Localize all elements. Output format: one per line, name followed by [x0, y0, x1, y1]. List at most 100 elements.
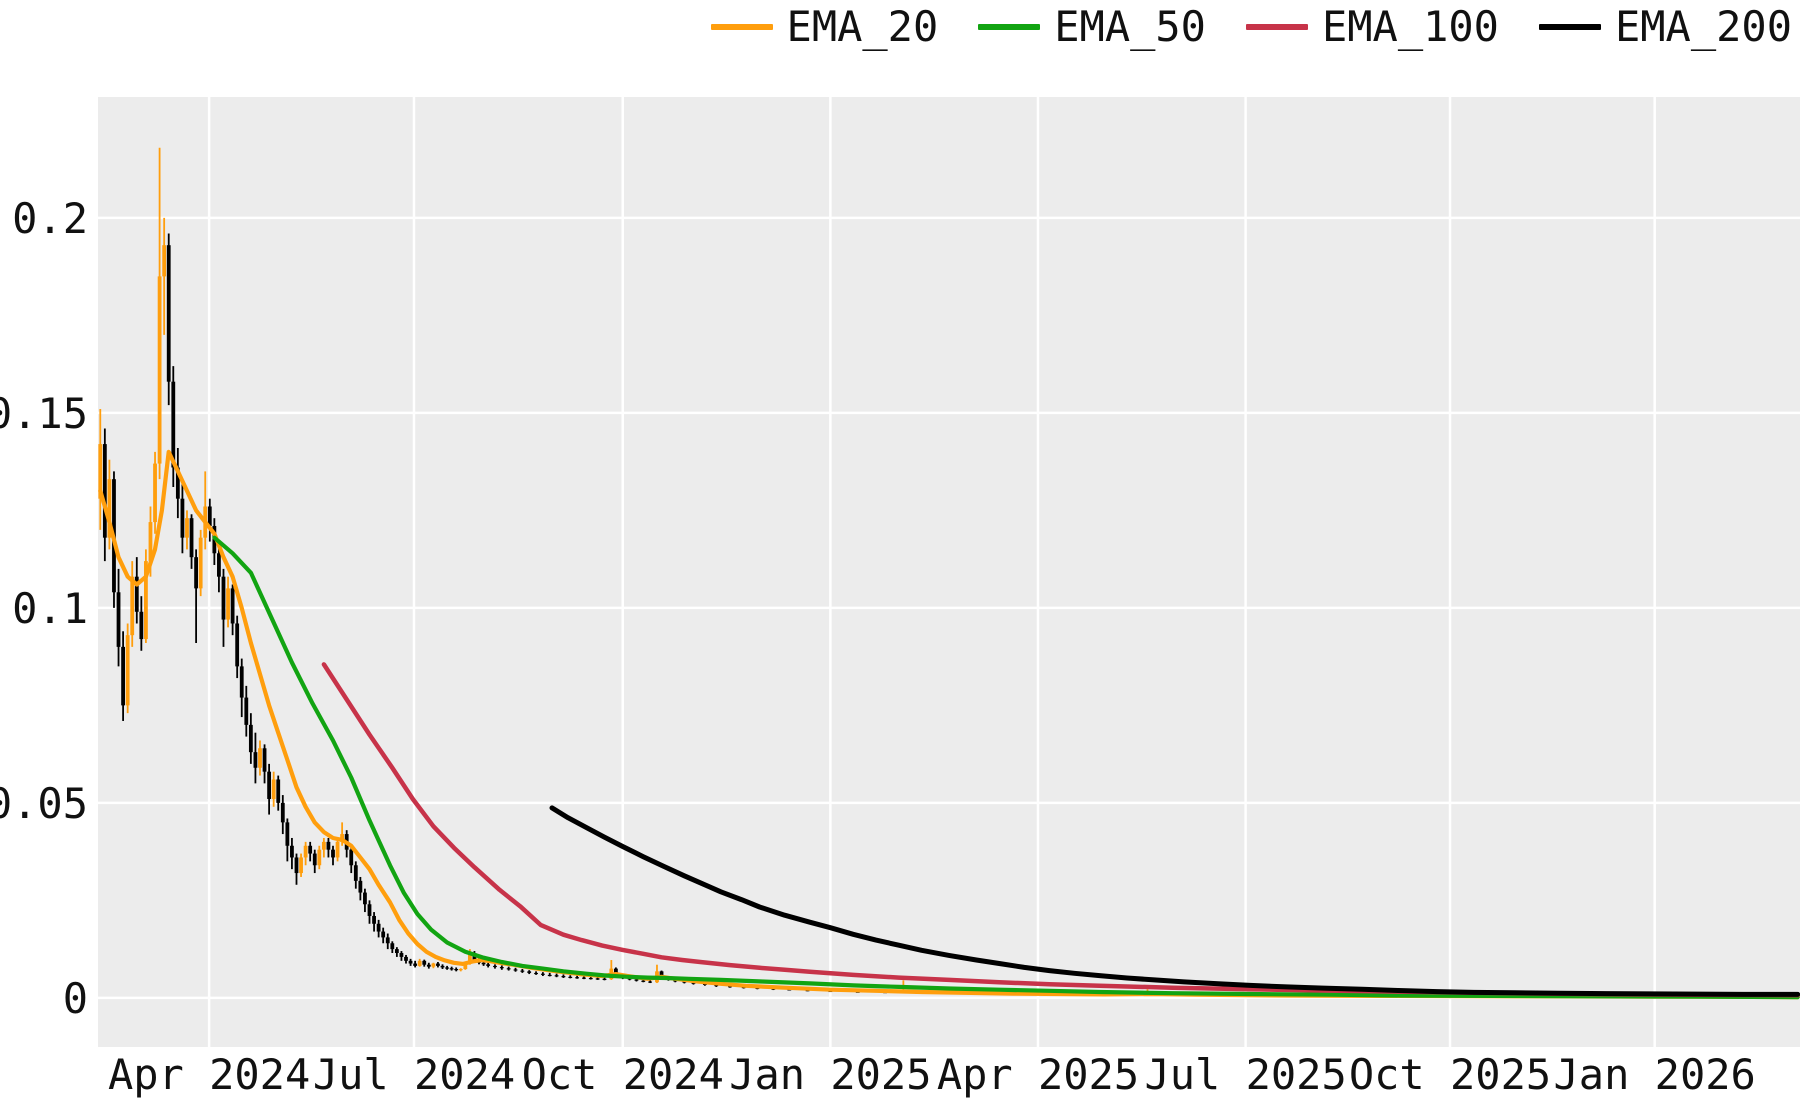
- candle-down: [390, 943, 395, 950]
- candle-down: [422, 960, 427, 965]
- candle-down: [372, 915, 376, 924]
- candle-down: [454, 969, 459, 971]
- candle-up: [98, 444, 103, 499]
- candle-down: [230, 588, 235, 624]
- candle-down: [481, 962, 486, 965]
- y-axis-tick-label: 0: [63, 974, 88, 1023]
- candle-down: [445, 967, 449, 969]
- candle-down: [634, 979, 639, 981]
- candle-down: [171, 381, 176, 468]
- candle-down: [426, 964, 431, 967]
- candle-up: [431, 963, 436, 967]
- candle-up: [107, 479, 112, 538]
- y-axis-tick-label: 0.2: [12, 194, 88, 243]
- candle-up: [130, 576, 135, 636]
- candle-down: [436, 963, 440, 966]
- y-axis-tick-label: 0.1: [12, 584, 88, 633]
- legend-item-ema50: EMA_50: [978, 6, 1206, 48]
- series-line-ema_100: [321, 662, 1800, 998]
- candle-down: [399, 953, 404, 957]
- ema100-line-swatch: [1245, 24, 1308, 30]
- candle-down: [134, 576, 139, 612]
- candle-down: [166, 245, 171, 382]
- candle-down: [239, 666, 244, 698]
- candle-down: [381, 931, 386, 938]
- candle-down: [394, 949, 399, 954]
- candle-down: [493, 965, 497, 968]
- candle-down: [595, 978, 600, 980]
- candle-down: [413, 963, 418, 966]
- ema50-line-swatch: [978, 24, 1041, 30]
- candle-up: [271, 779, 276, 799]
- candle-down: [139, 611, 144, 640]
- candle-up: [467, 953, 472, 964]
- candle-down: [513, 969, 518, 971]
- candle-down: [714, 984, 719, 987]
- legend-label: EMA_20: [786, 2, 939, 51]
- legend-label: EMA_50: [1054, 2, 1206, 51]
- candle-up: [317, 849, 322, 866]
- x-axis-tick-label: Jul 2025: [1144, 1050, 1346, 1099]
- candle-down: [588, 977, 593, 980]
- candle-down: [367, 904, 372, 916]
- candle-up: [417, 960, 422, 966]
- candle-down: [506, 968, 511, 970]
- candle-up: [458, 969, 463, 971]
- candle-down: [189, 518, 194, 558]
- candle-down: [207, 506, 212, 526]
- candle-down: [520, 970, 525, 972]
- candle-up: [303, 845, 308, 858]
- candle-down: [116, 592, 121, 647]
- legend-item-ema20: EMA_20: [710, 2, 939, 51]
- candle-down: [353, 865, 358, 881]
- series-line-ema_20: [98, 449, 1800, 1000]
- candle-down: [326, 841, 331, 850]
- candle-up: [185, 518, 189, 538]
- candle-down: [102, 444, 107, 538]
- candle-down: [385, 937, 390, 944]
- candle-up: [226, 588, 230, 620]
- candle-down: [602, 978, 607, 980]
- candle-down: [534, 972, 538, 975]
- legend-item-ema200: EMA_200: [1538, 6, 1792, 48]
- candle-up: [162, 245, 167, 277]
- candle-up: [148, 522, 153, 562]
- candle-down: [248, 724, 253, 753]
- candle-down: [702, 983, 707, 986]
- candle-down: [449, 968, 454, 970]
- candle-down: [440, 965, 445, 968]
- candle-down: [253, 752, 258, 768]
- candle-up: [299, 857, 303, 874]
- candle-down: [194, 557, 199, 589]
- candle-down: [349, 849, 354, 866]
- x-axis-tick-label: Jan 2026: [1554, 1050, 1756, 1099]
- plot-area: [98, 97, 1800, 1047]
- series-line-ema_200: [549, 805, 1800, 997]
- candle-down: [180, 498, 185, 538]
- candle-down: [121, 646, 125, 706]
- candle-down: [280, 802, 285, 823]
- x-axis-tick-label: Oct 2024: [522, 1050, 724, 1099]
- candle-down: [691, 982, 696, 984]
- candle-down: [568, 976, 573, 979]
- x-axis-tick-label: Apr 2025: [937, 1050, 1139, 1099]
- candle-down: [408, 960, 413, 964]
- candle-up: [258, 748, 262, 768]
- y-axis-tick-label: 0.05: [0, 779, 88, 828]
- candle-down: [499, 967, 504, 969]
- candle-down: [728, 986, 732, 988]
- candle-up: [157, 276, 162, 464]
- candle-down: [358, 880, 363, 893]
- candle-down: [575, 977, 580, 979]
- series-line-ema_50: [212, 535, 1800, 1000]
- candle-down: [262, 748, 267, 772]
- candle-up: [463, 963, 468, 970]
- ema20-line-swatch: [710, 24, 773, 30]
- candle-down: [582, 977, 586, 979]
- candle-down: [276, 779, 281, 803]
- candle-down: [376, 923, 381, 932]
- candle-down: [331, 849, 335, 858]
- candle-down: [554, 975, 559, 977]
- candle-up: [153, 463, 157, 523]
